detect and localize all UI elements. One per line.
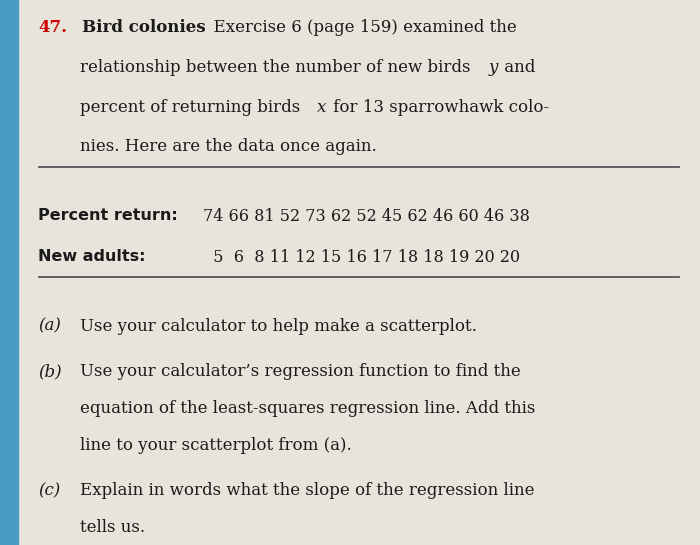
- Text: for 13 sparrowhawk colo-: for 13 sparrowhawk colo-: [328, 99, 549, 116]
- Text: relationship between the number of new birds: relationship between the number of new b…: [80, 59, 476, 76]
- Text: Explain in words what the slope of the regression line: Explain in words what the slope of the r…: [80, 482, 535, 499]
- Text: percent of returning birds: percent of returning birds: [80, 99, 306, 116]
- Text: equation of the least-squares regression line. Add this: equation of the least-squares regression…: [80, 400, 536, 417]
- Text: 5  6  8 11 12 15 16 17 18 18 19 20 20: 5 6 8 11 12 15 16 17 18 18 19 20 20: [203, 249, 520, 265]
- Text: tells us.: tells us.: [80, 519, 146, 536]
- Text: (a): (a): [38, 318, 62, 335]
- Text: Use your calculator to help make a scatterplot.: Use your calculator to help make a scatt…: [80, 318, 477, 335]
- Text: Use your calculator’s regression function to find the: Use your calculator’s regression functio…: [80, 363, 522, 380]
- Text: 74 66 81 52 73 62 52 45 62 46 60 46 38: 74 66 81 52 73 62 52 45 62 46 60 46 38: [203, 208, 530, 225]
- Text: Percent return:: Percent return:: [38, 208, 178, 223]
- Text: (b): (b): [38, 363, 62, 380]
- Text: (c): (c): [38, 482, 61, 499]
- Text: Bird colonies: Bird colonies: [82, 19, 206, 36]
- Text: 47.: 47.: [38, 19, 67, 36]
- Text: y: y: [489, 59, 498, 76]
- Text: and: and: [499, 59, 536, 76]
- Text: New adults:: New adults:: [38, 249, 146, 264]
- Text: nies. Here are the data once again.: nies. Here are the data once again.: [80, 138, 377, 155]
- Text: line to your scatterplot from (a).: line to your scatterplot from (a).: [80, 437, 352, 454]
- Text: x: x: [317, 99, 326, 116]
- Text: Exercise 6 (page 159) examined the: Exercise 6 (page 159) examined the: [203, 19, 517, 36]
